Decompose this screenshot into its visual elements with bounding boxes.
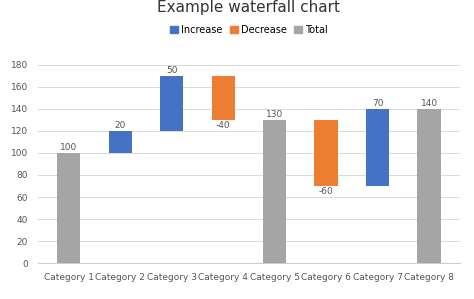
Title: Example waterfall chart: Example waterfall chart [157, 0, 340, 15]
Bar [160, 76, 183, 131]
Bar [109, 131, 132, 153]
Text: 130: 130 [266, 110, 283, 119]
Text: 140: 140 [420, 99, 438, 108]
Bar [314, 120, 337, 186]
Text: 70: 70 [372, 99, 383, 108]
Text: -60: -60 [319, 187, 333, 196]
Text: 20: 20 [114, 121, 126, 130]
Bar [366, 109, 389, 186]
Text: 100: 100 [60, 143, 77, 152]
Bar [57, 153, 80, 263]
Legend: Increase, Decrease, Total: Increase, Decrease, Total [166, 21, 331, 39]
Bar [263, 120, 286, 263]
Text: 50: 50 [166, 66, 177, 75]
Bar [418, 109, 441, 263]
Text: -40: -40 [216, 121, 230, 130]
Bar [211, 76, 235, 120]
